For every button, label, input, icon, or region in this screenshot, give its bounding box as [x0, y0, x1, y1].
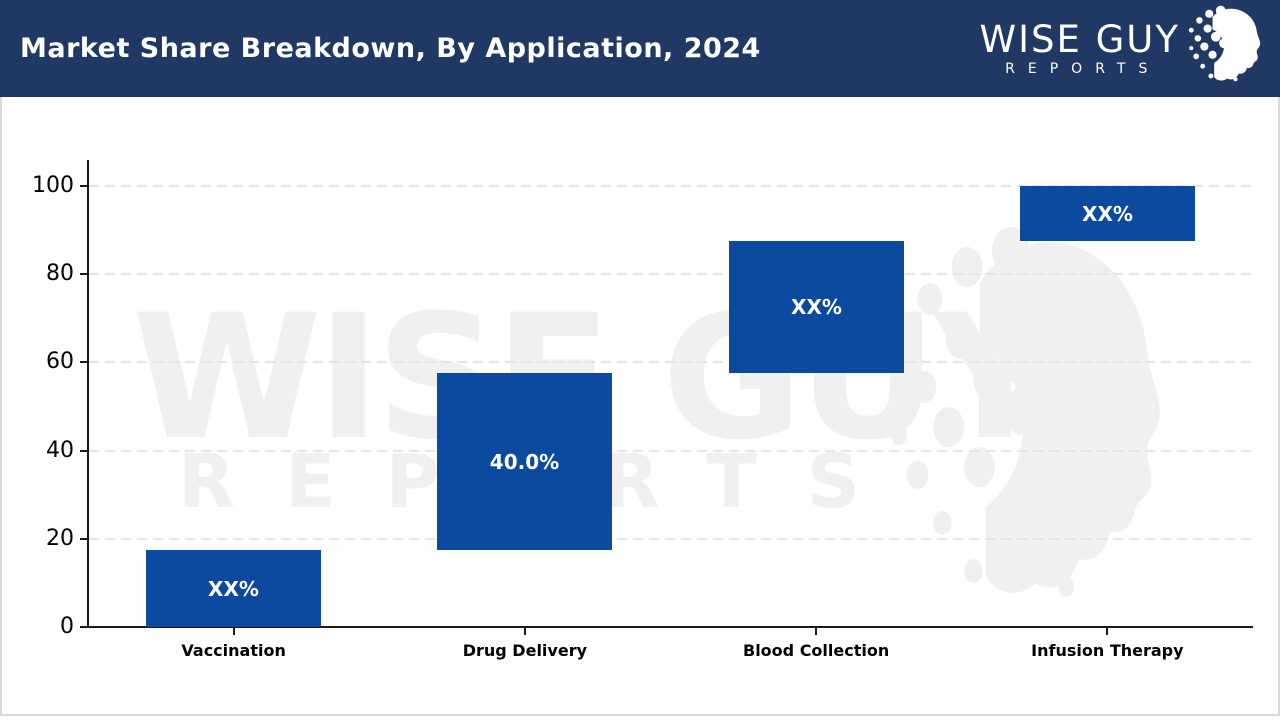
gridline-60 — [89, 361, 1253, 363]
bar-blood-collection: XX% — [729, 241, 904, 373]
y-tick-100 — [80, 185, 88, 187]
x-label-blood-collection: Blood Collection — [743, 641, 890, 660]
x-tick-vaccination — [232, 628, 235, 635]
y-tick-0 — [80, 626, 88, 628]
x-label-drug-delivery: Drug Delivery — [462, 641, 588, 660]
bar-infusion-therapy: XX% — [1020, 186, 1195, 241]
x-tick-drug-delivery — [523, 628, 526, 635]
frame-bottom-line — [0, 714, 1280, 716]
frame-left-line — [0, 97, 2, 716]
y-tick-40 — [80, 450, 88, 452]
bar-value-label-blood-collection: XX% — [791, 295, 842, 319]
frame-right-line — [1278, 97, 1280, 716]
gridline-20 — [89, 538, 1253, 540]
y-tick-label-0: 0 — [60, 614, 74, 639]
y-tick-80 — [80, 273, 88, 275]
bar-value-label-vaccination: XX% — [208, 576, 259, 601]
y-tick-label-100: 100 — [32, 173, 74, 198]
logo-head-icon — [1188, 5, 1261, 81]
x-label-vaccination: Vaccination — [181, 641, 286, 660]
y-tick-label-60: 60 — [46, 349, 74, 374]
gridline-100 — [89, 185, 1253, 187]
x-axis-line — [86, 626, 1253, 628]
x-label-infusion-therapy: Infusion Therapy — [1031, 641, 1184, 660]
y-tick-label-80: 80 — [46, 261, 74, 286]
waterfall-chart: 0 20 40 60 80 100 Vaccination XX% Drug Delivery 4… — [0, 97, 1280, 714]
logo-wordmark: WISE GUY REPORTS — [980, 21, 1180, 77]
brand-logo: WISE GUY REPORTS — [980, 4, 1266, 94]
logo-subtitle: REPORTS — [1005, 60, 1161, 77]
page-title: Market Share Breakdown, By Application, … — [20, 33, 761, 64]
x-tick-blood-collection — [815, 628, 818, 635]
gridline-40 — [89, 450, 1253, 452]
x-tick-infusion-therapy — [1106, 628, 1109, 635]
y-tick-label-20: 20 — [46, 526, 74, 551]
y-axis-line — [87, 160, 89, 628]
y-tick-label-40: 40 — [46, 438, 74, 463]
logo-name: WISE GUY — [979, 17, 1180, 61]
chart-area: WISE GUY REPORTS 020406080100Vaccination… — [0, 97, 1280, 714]
gridline-80 — [89, 273, 1253, 275]
bar-drug-delivery: 40.0% — [437, 373, 612, 550]
bar-vaccination: XX% — [146, 550, 321, 627]
y-tick-60 — [80, 361, 88, 363]
bar-value-label-infusion-therapy: XX% — [1082, 201, 1133, 226]
bar-value-label-drug-delivery: 40.0% — [489, 449, 560, 474]
header: Market Share Breakdown, By Application, … — [0, 0, 1280, 97]
y-tick-20 — [80, 538, 88, 540]
